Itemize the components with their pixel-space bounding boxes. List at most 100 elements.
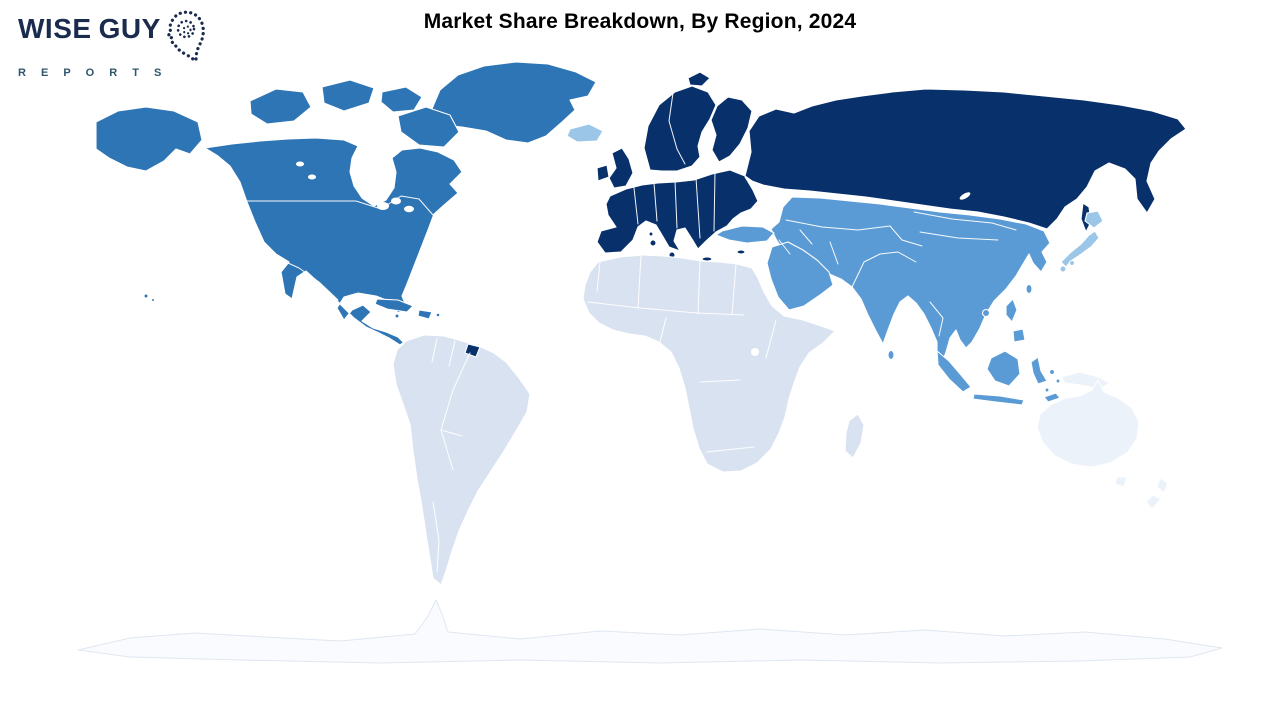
- border-europe: [713, 171, 716, 232]
- region-corsica: [648, 231, 654, 237]
- region-sardinia: [649, 239, 657, 247]
- region-new-zealand-north: [1156, 477, 1169, 494]
- border-africa: [731, 263, 737, 316]
- border-asia: [851, 251, 917, 288]
- logo-word-wise: WISE: [18, 13, 92, 44]
- country-borders: [237, 92, 1017, 573]
- canadian-lake: [296, 161, 304, 167]
- logo-top-row: WISE GUY: [18, 8, 208, 64]
- region-japan-hokkaido: [1084, 210, 1104, 229]
- region-arctic-island: [380, 86, 423, 113]
- region-philippines-mindanao: [1012, 328, 1026, 343]
- region-japan-honshu: [1060, 230, 1100, 268]
- region-south-america: [392, 334, 531, 586]
- region-timor: [1043, 392, 1061, 403]
- logo-reports-text: R E P O R T S: [18, 67, 168, 79]
- border-asia: [889, 225, 923, 247]
- logo-wise-guy-reports: WISE GUY R E P O R T S: [18, 8, 208, 79]
- dotted-head-icon: [165, 10, 205, 62]
- region-madagascar: [844, 413, 865, 459]
- lake-victoria: [751, 348, 759, 356]
- region-cyprus: [736, 249, 746, 255]
- border-us-mexico: [276, 257, 339, 301]
- border-africa: [596, 261, 601, 293]
- border-asia: [799, 229, 813, 245]
- region-moluccas: [1044, 387, 1050, 393]
- border-europe: [695, 177, 701, 239]
- region-japan-shikoku: [1068, 259, 1076, 267]
- region-cuba: [374, 298, 414, 313]
- region-africa: [582, 254, 836, 473]
- region-greenland: [427, 61, 597, 144]
- canadian-lake: [308, 174, 316, 180]
- region-sulawesi: [1030, 356, 1048, 385]
- region-baffin-island: [397, 106, 460, 148]
- region-iceland: [566, 123, 604, 143]
- region-hainan: [981, 308, 991, 318]
- border-sa: [440, 429, 463, 437]
- border-africa: [699, 379, 741, 383]
- region-arabia: [766, 241, 834, 311]
- region-asia-mainland: [770, 196, 1051, 364]
- border-africa: [705, 446, 755, 453]
- border-europe: [633, 187, 639, 225]
- region-jamaica: [394, 313, 400, 319]
- region-sumatra: [936, 350, 972, 393]
- border-africa: [765, 319, 777, 359]
- region-tasmania: [1114, 476, 1128, 488]
- chart-title: Market Share Breakdown, By Region, 2024: [423, 10, 857, 33]
- border-africa: [697, 260, 701, 315]
- region-moluccas: [1055, 378, 1061, 384]
- border-sa: [431, 337, 438, 363]
- border-sa: [440, 352, 471, 471]
- region-crete: [701, 256, 713, 262]
- region-sri-lanka: [887, 349, 895, 361]
- region-turkey: [715, 225, 775, 244]
- border-europe: [653, 182, 658, 222]
- region-taiwan: [1025, 283, 1033, 295]
- region-europe-mainland: [596, 169, 759, 254]
- lakes: [296, 161, 971, 356]
- region-antarctica: [77, 599, 1223, 664]
- border-asia: [785, 219, 891, 231]
- border-africa: [637, 254, 642, 309]
- border-asia: [913, 211, 1017, 231]
- region-hispaniola: [417, 309, 433, 320]
- region-russia: [744, 88, 1187, 230]
- border-asia: [829, 241, 839, 265]
- region-arctic-island: [249, 88, 312, 125]
- border-asia: [929, 301, 944, 337]
- border-sa: [448, 340, 456, 367]
- region-borneo: [986, 350, 1021, 387]
- lake-baikal: [959, 192, 971, 200]
- region-finland: [710, 96, 753, 163]
- region-united-kingdom: [608, 147, 634, 189]
- region-french-guiana: [464, 343, 481, 358]
- border-africa: [587, 301, 745, 316]
- great-lake: [391, 197, 401, 205]
- border-europe: [674, 180, 678, 229]
- border-us-canada: [237, 195, 434, 216]
- border-asia: [778, 239, 791, 255]
- region-puerto-rico: [435, 312, 441, 318]
- region-norway-sweden: [643, 85, 717, 172]
- border-scandinavia: [668, 92, 686, 165]
- border-africa: [659, 317, 667, 343]
- great-lake: [377, 202, 389, 210]
- region-arctic-island: [321, 79, 375, 112]
- border-asia: [919, 231, 999, 241]
- great-lake: [404, 205, 414, 213]
- region-moluccas: [1048, 368, 1056, 376]
- logo-word-guy: GUY: [98, 13, 161, 44]
- region-australia: [1036, 379, 1140, 468]
- region-philippines-luzon: [1005, 298, 1018, 323]
- region-svalbard: [687, 71, 711, 87]
- region-java: [972, 393, 1025, 406]
- region-alaska: [95, 106, 203, 172]
- border-europe-russia: [744, 176, 759, 202]
- logo-wordmark: WISE GUY: [18, 8, 161, 43]
- region-new-zealand-south: [1145, 494, 1162, 510]
- region-ireland: [596, 164, 610, 182]
